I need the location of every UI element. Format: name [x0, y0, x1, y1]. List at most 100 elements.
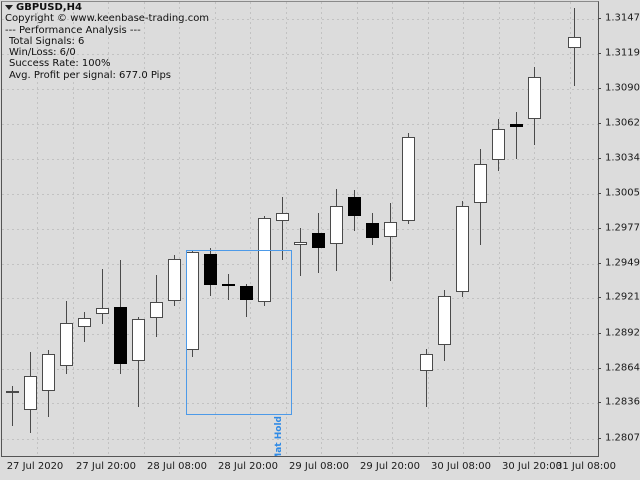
candle-wick	[137, 317, 139, 408]
candle-body	[24, 376, 37, 410]
price-tick-label: 1.30055	[605, 187, 640, 199]
price-tick-label: 1.31470	[605, 12, 640, 24]
candle-wick	[101, 268, 103, 325]
candle-body	[312, 233, 325, 248]
gridline-vertical	[179, 2, 180, 456]
symbol-row[interactable]: GBPUSD,H4	[5, 2, 209, 13]
time-axis[interactable]: 27 Jul 2020 27 Jul 20:00 28 Jul 08:00 28 Ju…	[0, 457, 640, 480]
time-tick-label: 28 Jul 20:00	[218, 461, 278, 472]
gridline-horizontal	[2, 438, 598, 440]
gridline-vertical	[286, 2, 287, 456]
price-tick-label: 1.31190	[605, 47, 640, 59]
price-tick	[598, 332, 601, 334]
gridline-vertical	[570, 2, 571, 456]
mat-hold-pattern-rect[interactable]	[186, 250, 292, 416]
candle-body	[402, 136, 415, 221]
gridline-vertical	[357, 2, 358, 456]
chart-plot-area[interactable]: Mat Hold	[1, 1, 599, 457]
gridline-horizontal	[2, 194, 598, 196]
candle-body	[438, 296, 451, 346]
candlestick	[474, 2, 487, 456]
candle-body	[6, 390, 19, 393]
candle-wick	[227, 273, 229, 300]
candlestick	[24, 2, 37, 456]
gridline-horizontal	[2, 89, 598, 91]
price-tick-label: 1.28360	[605, 396, 640, 408]
price-tick-label: 1.30625	[605, 117, 640, 129]
candle-body	[528, 77, 541, 120]
price-tick	[598, 157, 601, 159]
candle-wick	[299, 228, 301, 277]
gridline-vertical	[428, 2, 429, 456]
gridline-vertical	[215, 2, 216, 456]
time-tick-label: 27 Jul 2020	[6, 461, 64, 472]
candle-body	[348, 197, 361, 216]
gridline-horizontal	[2, 333, 598, 335]
gridline-horizontal	[2, 368, 598, 370]
candlestick	[568, 2, 581, 456]
candle-body	[366, 223, 379, 238]
candlestick	[204, 2, 217, 456]
gridline-vertical	[534, 2, 535, 456]
candle-body	[78, 318, 91, 327]
candle-body	[258, 218, 271, 303]
candlestick	[348, 2, 361, 456]
candle-body	[568, 36, 581, 48]
time-tick-label: 29 Jul 08:00	[289, 461, 349, 472]
gridline-horizontal	[2, 53, 598, 55]
candle-wick	[281, 197, 283, 261]
candlestick	[276, 2, 289, 456]
mat-hold-pattern-label: Mat Hold	[274, 416, 284, 457]
candle-wick	[83, 312, 85, 342]
time-tick-label: 27 Jul 20:00	[76, 461, 136, 472]
price-tick	[598, 122, 601, 124]
candle-body	[132, 319, 145, 362]
copyright-label: Copyright © www.keenbase-trading.com	[5, 13, 210, 25]
price-tick	[598, 367, 601, 369]
price-axis[interactable]: 1.31470 1.31190 1.30905 1.30625 1.30340 1.300…	[598, 0, 640, 456]
time-tick-label: 30 Jul 20:00	[502, 461, 562, 472]
gridline-vertical	[37, 2, 38, 456]
candlestick	[438, 2, 451, 456]
gridline-horizontal	[2, 403, 598, 405]
candle-body	[96, 307, 109, 314]
gridline-horizontal	[2, 123, 598, 125]
price-tick-label: 1.28640	[605, 362, 640, 374]
candle-body	[222, 283, 235, 286]
candlestick	[6, 2, 19, 456]
time-tick-label: 31 Jul 08:00	[556, 461, 616, 472]
total-signals-label: Total Signals: 6	[9, 35, 85, 47]
candlestick	[528, 2, 541, 456]
performance-header: --- Performance Analysis ---	[5, 24, 141, 36]
candle-body	[240, 286, 253, 300]
gridline-horizontal	[2, 298, 598, 300]
candle-body	[150, 302, 163, 319]
price-tick-label: 1.30905	[605, 82, 640, 94]
candle-wick	[425, 349, 427, 408]
candlestick	[294, 2, 307, 456]
win-loss-label: Win/Loss: 6/0	[9, 47, 76, 59]
gridline-vertical	[250, 2, 251, 456]
price-tick-label: 1.29775	[605, 222, 640, 234]
candlestick	[168, 2, 181, 456]
candle-body	[474, 163, 487, 204]
candlestick	[42, 2, 55, 456]
candle-wick	[11, 386, 13, 426]
price-tick-label: 1.29210	[605, 291, 640, 303]
price-tick	[598, 52, 601, 54]
candlestick	[510, 2, 523, 456]
candlestick	[420, 2, 433, 456]
time-tick-label: 30 Jul 08:00	[431, 461, 491, 472]
time-tick-label: 28 Jul 08:00	[147, 461, 207, 472]
price-tick	[598, 262, 601, 264]
chevron-down-icon[interactable]	[5, 5, 13, 11]
candle-body	[168, 258, 181, 301]
candle-body	[60, 323, 73, 367]
candlestick	[114, 2, 127, 456]
candle-body	[330, 205, 343, 245]
candlestick	[96, 2, 109, 456]
candlestick	[384, 2, 397, 456]
price-tick	[598, 88, 601, 90]
price-tick-label: 1.28925	[605, 327, 640, 339]
price-tick	[598, 297, 601, 299]
